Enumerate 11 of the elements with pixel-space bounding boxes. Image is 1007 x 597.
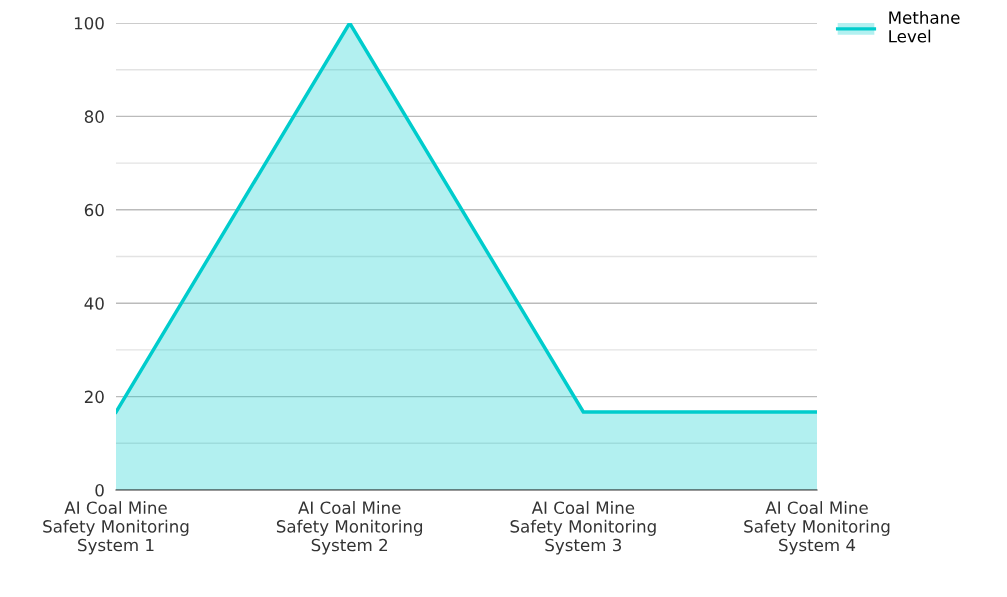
x-tick-label: AI Coal Mine Safety Monitoring System 2 [276, 501, 423, 555]
y-tick-label: 100 [74, 16, 104, 30]
x-tick-label: AI Coal Mine Safety Monitoring System 3 [510, 501, 656, 555]
y-tick-label: 60 [84, 203, 104, 217]
y-tick-label: 0 [95, 483, 104, 497]
y-tick-label: 40 [84, 297, 104, 310]
x-tick-label: AI Coal Mine Safety Monitoring System 1 [43, 501, 189, 555]
x-tick-label: AI Coal Mine Safety Monitoring System 4 [744, 501, 890, 555]
y-tick-label: 80 [84, 110, 104, 123]
legend-label: Methane Level [889, 10, 960, 43]
y-tick-label: 20 [84, 390, 104, 404]
